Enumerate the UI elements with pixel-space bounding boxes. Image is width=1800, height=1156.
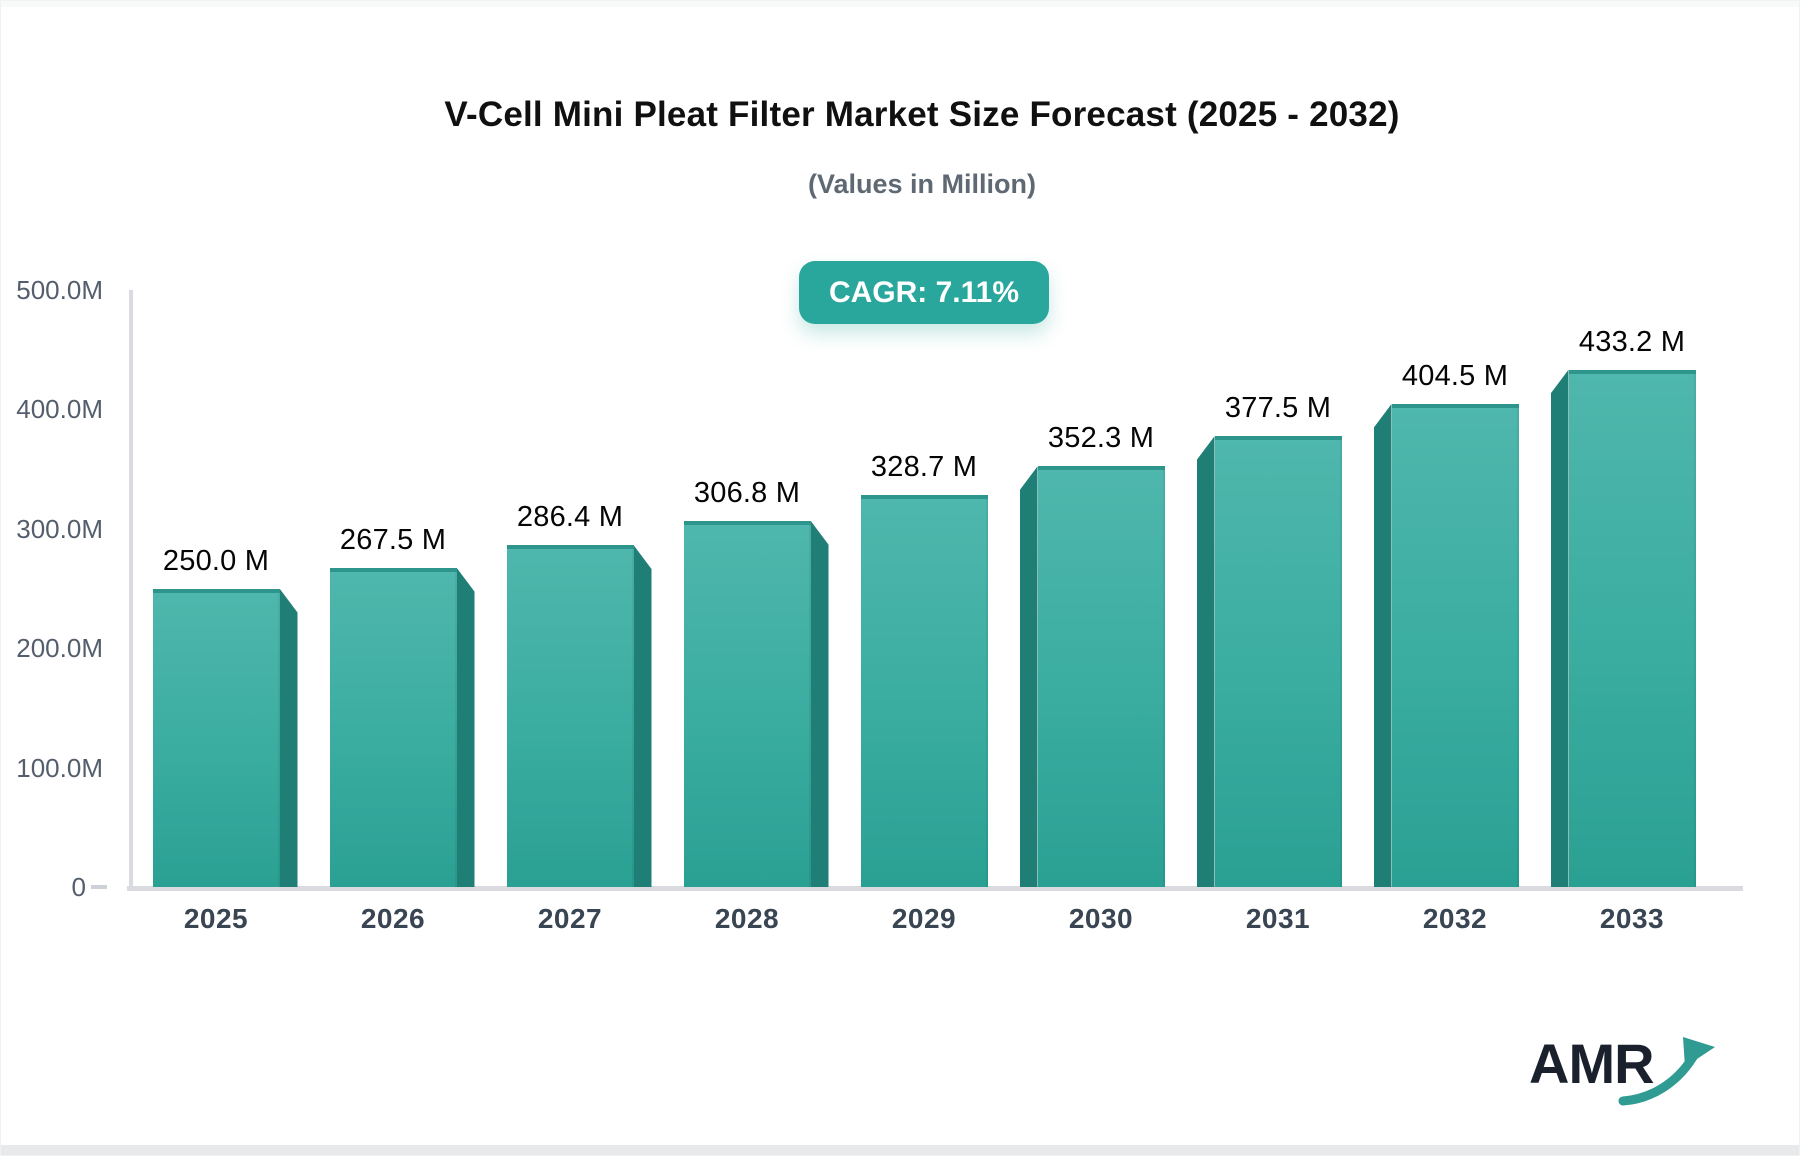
bar-2026[interactable] [329, 567, 457, 887]
bar-side-face [456, 567, 475, 887]
x-axis-tick-label: 2030 [1068, 903, 1134, 934]
bar-value-label: 328.7 M [870, 450, 978, 483]
bar-2029[interactable] [860, 494, 988, 887]
y-axis-line [129, 290, 133, 888]
bar-value-label: 404.5 M [1401, 360, 1509, 393]
chart-subtitle: (Values in Million) [807, 169, 1037, 199]
y-axis-tick-label: 300.0M [16, 513, 103, 544]
x-axis-tick-label: 2027 [537, 903, 603, 934]
bar-side-face [1550, 369, 1569, 887]
y-axis-tick-label: 0 [71, 872, 86, 902]
bar-value-label: 433.2 M [1578, 325, 1686, 358]
zero-tick-mark [91, 885, 107, 889]
cagr-badge: CAGR: 7.11% [799, 261, 1049, 324]
x-axis-baseline [127, 886, 1743, 891]
amr-logo: AMR [1529, 1023, 1729, 1113]
bar-2032[interactable] [1391, 404, 1519, 887]
trend-up-arrow-icon [1618, 1037, 1715, 1106]
bar-value-label: 286.4 M [516, 501, 624, 534]
x-axis-tick-label: 2033 [1599, 903, 1665, 934]
bar-2033[interactable] [1568, 369, 1696, 887]
bar-2030[interactable] [1037, 466, 1165, 887]
bar-value-label: 250.0 M [162, 544, 270, 577]
bar-2025[interactable] [152, 588, 280, 887]
amr-logo-text: AMR [1529, 1032, 1655, 1095]
x-axis-tick-label: 2032 [1422, 903, 1488, 934]
x-axis-tick-label: 2031 [1245, 903, 1311, 934]
bar-side-face [1196, 436, 1215, 887]
bar-2027[interactable] [506, 545, 634, 887]
x-axis-tick-label: 2028 [714, 903, 780, 934]
y-axis-tick-label: 400.0M [16, 394, 103, 425]
bar-value-label: 306.8 M [693, 476, 801, 509]
bar-side-face [1019, 466, 1038, 887]
y-axis-tick-label: 200.0M [16, 633, 103, 664]
x-axis-tick-label: 2026 [360, 903, 426, 934]
page-bottom-strip [1, 1145, 1799, 1155]
page-top-strip [1, 1, 1799, 7]
x-axis-tick-label: 2025 [183, 903, 249, 934]
bar-side-face [810, 520, 829, 887]
bar-side-face [633, 545, 652, 887]
bar-value-label: 267.5 M [339, 523, 447, 556]
bar-value-label: 352.3 M [1047, 422, 1155, 455]
bar-2031[interactable] [1214, 436, 1342, 887]
chart-title: V-Cell Mini Pleat Filter Market Size For… [444, 95, 1400, 134]
bar-value-label: 377.5 M [1224, 392, 1332, 425]
y-axis-tick-label: 500.0M [16, 275, 103, 305]
x-axis-tick-label: 2029 [891, 903, 957, 934]
bar-side-face [279, 588, 298, 887]
y-axis-tick-label: 100.0M [16, 752, 103, 783]
bar-2028[interactable] [683, 520, 811, 887]
bar-side-face [1373, 404, 1392, 887]
